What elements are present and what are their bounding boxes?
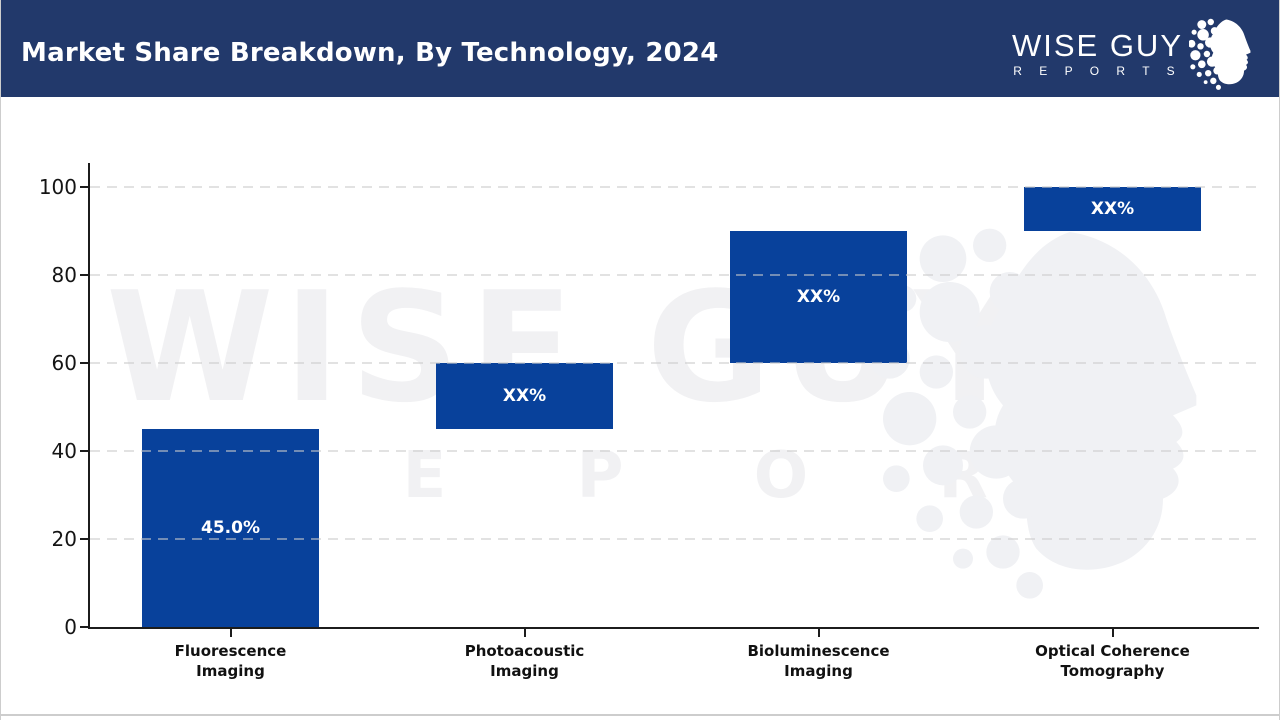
dotted-head-profile-icon [1189,18,1251,90]
x-axis-category-label: Fluorescence Imaging [174,642,287,680]
x-axis-line [88,627,1259,629]
y-tick-label: 20 [51,527,77,551]
x-tick-mark [229,629,232,637]
brand-tagline: R E P O R T S [1013,64,1182,78]
brand-logo-text: WISE GUY R E P O R T S [1012,30,1183,77]
y-axis-line [88,163,90,629]
brand-logo: WISE GUY R E P O R T S [1012,15,1253,93]
x-tick-mark [523,629,526,637]
chart-plot-area: 0 20 40 60 80 100 45.0% Fluorescence Imaging XX%… [1,97,1279,717]
y-tick-mark [80,362,88,364]
y-tick-label: 0 [64,615,77,639]
y-tick-mark [80,626,88,628]
y-tick-mark [80,186,88,188]
y-tick-mark [80,274,88,276]
x-tick-mark [1111,629,1114,637]
x-axis-category-label: Photoacoustic Imaging [464,642,585,680]
y-tick-mark [80,538,88,540]
x-axis-category-label: Optical Coherence Tomography [1035,642,1190,680]
header-bar: Market Share Breakdown, By Technology, 2… [1,0,1279,97]
gridline [90,186,1259,188]
brand-name: WISE GUY [1011,28,1183,63]
bottom-divider [1,714,1279,716]
chart-title: Market Share Breakdown, By Technology, 2… [21,37,719,68]
x-axis-category-label: Bioluminescence Imaging [747,642,890,680]
bar-value-label: XX% [502,386,547,406]
y-tick-label: 100 [38,175,77,199]
gridline [90,274,1259,276]
y-tick-label: 40 [51,439,77,463]
waterfall-bar: XX% [436,363,613,429]
y-tick-mark [80,450,88,452]
y-tick-label: 80 [51,263,77,287]
waterfall-bar: XX% [730,231,907,363]
dotted-head-profile-watermark [869,228,1197,599]
bar-value-label: XX% [796,287,841,307]
waterfall-bar: 45.0% [142,429,319,627]
gridline [90,362,1259,364]
gridline [90,450,1259,452]
y-tick-label: 60 [51,351,77,375]
bar-value-label: XX% [1090,199,1135,219]
bar-value-label: 45.0% [201,518,260,538]
waterfall-bar: XX% [1024,187,1201,231]
x-tick-mark [817,629,820,637]
gridline [90,538,1259,540]
